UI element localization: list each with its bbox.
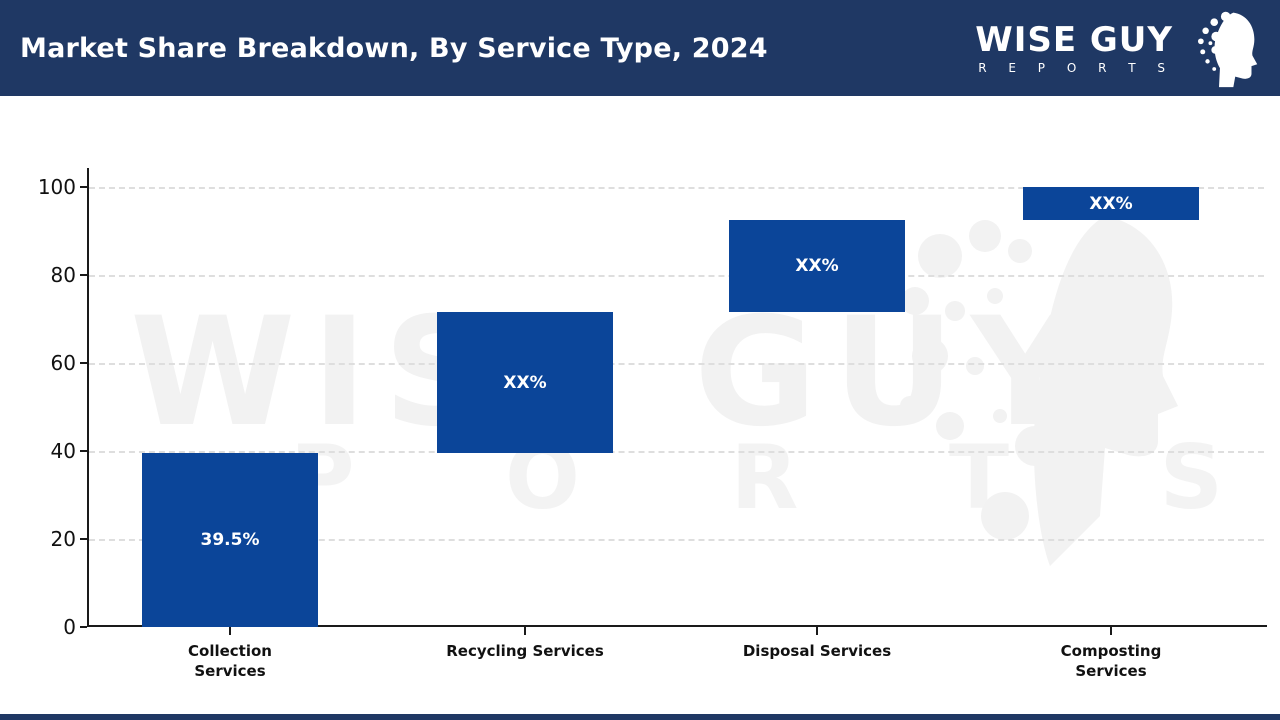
y-tick-label: 60 — [50, 351, 76, 375]
x-tick-mark — [524, 627, 526, 635]
y-tick-label: 40 — [50, 439, 76, 463]
x-tick-mark — [229, 627, 231, 635]
watermark-head-icon — [900, 216, 1178, 566]
gridline-y100 — [89, 187, 1264, 189]
y-tick-label: 100 — [37, 175, 76, 199]
logo-wordmark: WISE GUY — [975, 19, 1174, 60]
y-tick-mark — [80, 538, 87, 540]
gridline-y80 — [89, 275, 1264, 277]
y-tick-mark — [80, 626, 87, 628]
y-tick-label: 0 — [63, 615, 76, 639]
y-tick-label: 80 — [50, 263, 76, 287]
logo-head-icon — [1197, 11, 1258, 88]
x-tick-mark — [1110, 627, 1112, 635]
y-tick-mark — [80, 450, 87, 452]
page-title: Market Share Breakdown, By Service Type,… — [20, 32, 768, 64]
bar-collection-services[interactable]: 39.5% — [142, 453, 318, 627]
bar-recycling-services[interactable]: XX% — [437, 312, 613, 454]
bar-value-label: XX% — [1089, 193, 1133, 214]
y-tick-mark — [80, 274, 87, 276]
x-tick-label-collection-services: Collection Services — [188, 642, 272, 681]
header-bar: Market Share Breakdown, By Service Type,… — [0, 0, 1280, 96]
bar-disposal-services[interactable]: XX% — [729, 220, 905, 313]
x-tick-label-recycling-services: Recycling Services — [446, 642, 604, 660]
logo-subtitle: R E P O R T S — [978, 60, 1174, 75]
chart-area: WISE GUY P O R T S 0 20 40 60 80 100 39.5% XX%… — [0, 96, 1280, 714]
x-tick-mark — [816, 627, 818, 635]
x-tick-label-disposal-services: Disposal Services — [742, 642, 892, 660]
wise-guy-logo: WISE GUY R E P O R T S — [974, 5, 1262, 91]
x-tick-label-composting-services: Composting Services — [1060, 642, 1162, 681]
bar-composting-services[interactable]: XX% — [1023, 187, 1199, 220]
y-axis-spine — [87, 168, 89, 627]
x-axis-line — [87, 625, 1267, 627]
gridline-y20 — [89, 539, 1264, 541]
bar-value-label: XX% — [503, 372, 547, 393]
bar-value-label: 39.5% — [200, 530, 260, 551]
footer-bar — [0, 714, 1280, 720]
gridline-y60 — [89, 363, 1264, 365]
gridline-y40 — [89, 451, 1264, 453]
y-tick-label: 20 — [50, 527, 76, 551]
y-tick-mark — [80, 362, 87, 364]
y-tick-mark — [80, 186, 87, 188]
bar-value-label: XX% — [795, 256, 839, 277]
